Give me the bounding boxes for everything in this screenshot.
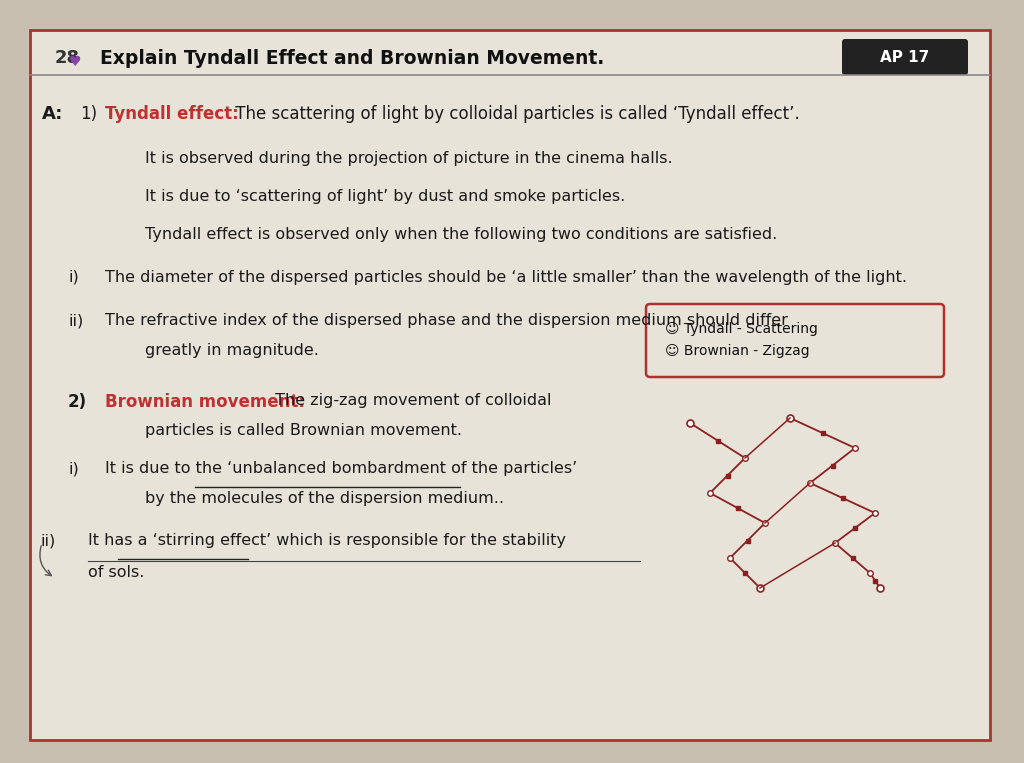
Text: The refractive index of the dispersed phase and the dispersion medium should dif: The refractive index of the dispersed ph… bbox=[105, 313, 787, 328]
Text: ☺ Tyndall - Scattering: ☺ Tyndall - Scattering bbox=[665, 322, 818, 336]
Text: It is due to ‘scattering of light’ by dust and smoke particles.: It is due to ‘scattering of light’ by du… bbox=[145, 189, 626, 204]
Text: Tyndall effect is observed only when the following two conditions are satisfied.: Tyndall effect is observed only when the… bbox=[145, 227, 777, 242]
Text: i): i) bbox=[68, 461, 79, 476]
Text: It is observed during the projection of picture in the cinema halls.: It is observed during the projection of … bbox=[145, 151, 673, 166]
Text: greatly in magnitude.: greatly in magnitude. bbox=[145, 343, 318, 358]
Text: ii): ii) bbox=[40, 533, 55, 548]
Text: The zig-zag movement of colloidal: The zig-zag movement of colloidal bbox=[270, 393, 552, 408]
Text: The diameter of the dispersed particles should be ‘a little smaller’ than the wa: The diameter of the dispersed particles … bbox=[105, 270, 907, 285]
Text: 28: 28 bbox=[55, 49, 80, 67]
Text: by the molecules of the dispersion medium..: by the molecules of the dispersion mediu… bbox=[145, 491, 504, 506]
Text: AP 17: AP 17 bbox=[881, 50, 930, 65]
Text: ☺ Brownian - Zigzag: ☺ Brownian - Zigzag bbox=[665, 344, 810, 358]
Text: ♥: ♥ bbox=[69, 55, 81, 69]
Text: i): i) bbox=[68, 270, 79, 285]
FancyBboxPatch shape bbox=[646, 304, 944, 377]
Text: 2): 2) bbox=[68, 393, 87, 411]
FancyBboxPatch shape bbox=[842, 39, 968, 75]
Text: ii): ii) bbox=[68, 313, 83, 328]
Text: It has a ‘stirring effect’ which is responsible for the stability: It has a ‘stirring effect’ which is resp… bbox=[88, 533, 566, 548]
Text: particles is called Brownian movement.: particles is called Brownian movement. bbox=[145, 423, 462, 438]
Text: A:: A: bbox=[42, 105, 63, 123]
Text: of sols.: of sols. bbox=[88, 565, 144, 580]
Text: Explain Tyndall Effect and Brownian Movement.: Explain Tyndall Effect and Brownian Move… bbox=[100, 49, 604, 67]
Text: It is due to the ‘unbalanced bombardment of the particles’: It is due to the ‘unbalanced bombardment… bbox=[105, 461, 578, 476]
Text: Brownian movement:: Brownian movement: bbox=[105, 393, 305, 411]
Text: The scattering of light by colloidal particles is called ‘Tyndall effect’.: The scattering of light by colloidal par… bbox=[230, 105, 800, 123]
FancyBboxPatch shape bbox=[30, 30, 990, 740]
Text: Tyndall effect:: Tyndall effect: bbox=[105, 105, 239, 123]
Text: 1): 1) bbox=[80, 105, 97, 123]
